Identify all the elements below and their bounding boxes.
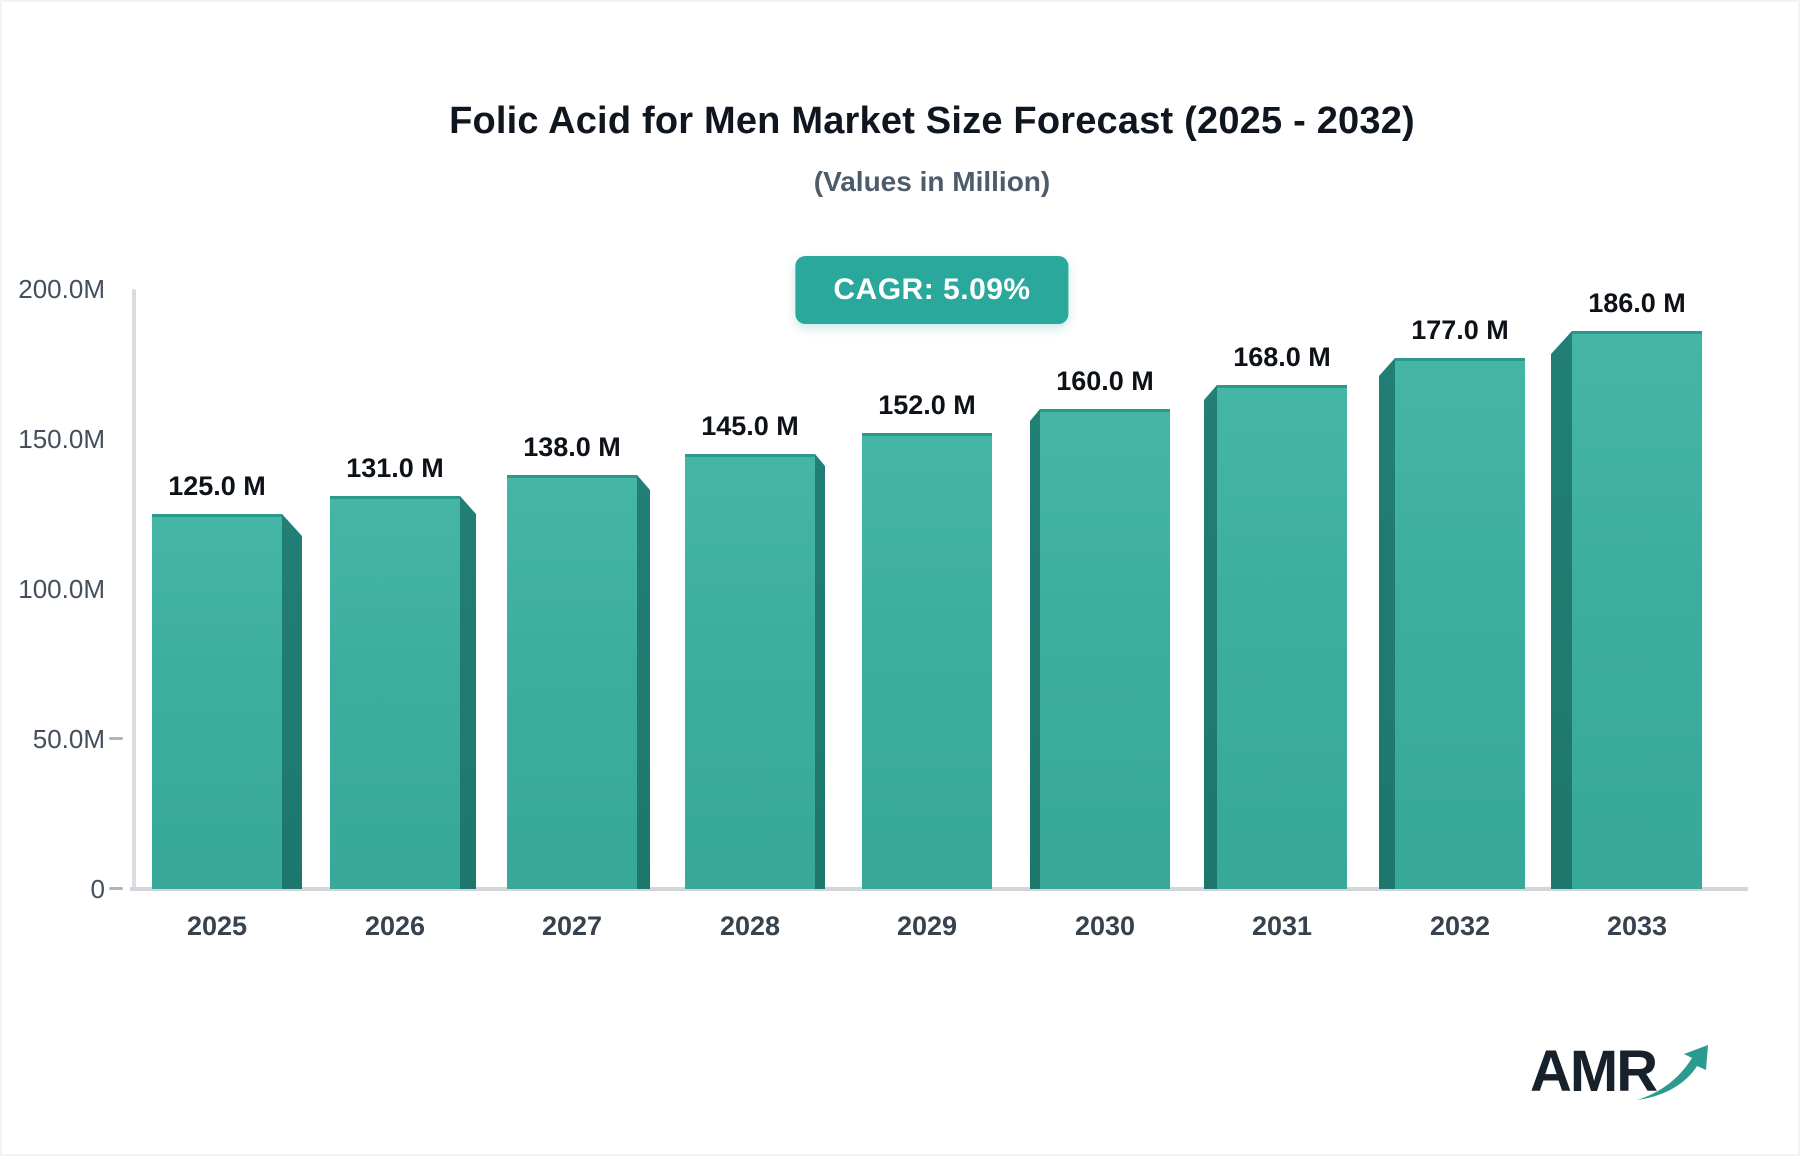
x-tick-label-2026: 2026 [364,911,426,941]
bar-side-2033 [1551,331,1572,889]
bar-value-label-2028: 145.0 M [701,411,799,441]
bar-side-2031 [1204,385,1217,889]
y-tick-mark [109,737,123,740]
bar-side-2026 [460,496,476,889]
x-tick-label-2032: 2032 [1429,911,1491,941]
bar-2026 [330,496,460,889]
y-axis-line [132,289,136,889]
y-tick-label: 100.0M [18,574,105,604]
y-tick-mark [109,887,123,890]
bar-2027 [507,475,637,889]
bar-2025 [152,514,282,889]
bar-value-label-2032: 177.0 M [1411,315,1509,345]
bar-value-label-2026: 131.0 M [346,453,444,483]
cagr-label: CAGR: 5.09% [833,273,1031,306]
y-tick-label: 200.0M [18,274,105,304]
bar-value-label-2029: 152.0 M [878,390,976,420]
x-tick-label-2028: 2028 [719,911,781,941]
bar-value-label-2033: 186.0 M [1588,288,1686,318]
bar-value-label-2027: 138.0 M [523,432,621,462]
cagr-badge: CAGR: 5.09% [795,256,1069,324]
x-tick-label-2031: 2031 [1251,911,1313,941]
bar-2033 [1572,331,1702,889]
bar-2029 [862,433,992,889]
y-tick-label: 150.0M [18,424,105,454]
bar-side-2030 [1030,409,1040,889]
brand-logo: AMR [1530,1034,1715,1114]
brand-logo-text: AMR [1530,1039,1658,1104]
bar-2028 [685,454,815,889]
bar-side-2032 [1379,358,1395,889]
bar-2032 [1395,358,1525,889]
x-tick-label-2033: 2033 [1606,911,1668,941]
y-tick-label: 50.0M [32,724,105,754]
y-tick-label: 0 [90,874,105,904]
bar-value-label-2031: 168.0 M [1233,342,1331,372]
trend-up-arrow-icon [1637,1045,1708,1100]
bar-value-label-2025: 125.0 M [168,471,266,501]
x-tick-label-2030: 2030 [1074,911,1136,941]
bar-side-2028 [815,454,825,889]
x-tick-label-2025: 2025 [186,911,248,941]
chart-title: Folic Acid for Men Market Size Forecast … [449,100,1415,142]
bar-2030 [1040,409,1170,889]
x-tick-label-2029: 2029 [896,911,958,941]
bar-side-2025 [282,514,302,889]
bar-value-label-2030: 160.0 M [1056,366,1154,396]
x-axis-line [130,887,1748,891]
x-tick-label-2027: 2027 [541,911,603,941]
bar-side-2027 [637,475,650,889]
chart-subtitle: (Values in Million) [813,166,1051,197]
bar-2031 [1217,385,1347,889]
